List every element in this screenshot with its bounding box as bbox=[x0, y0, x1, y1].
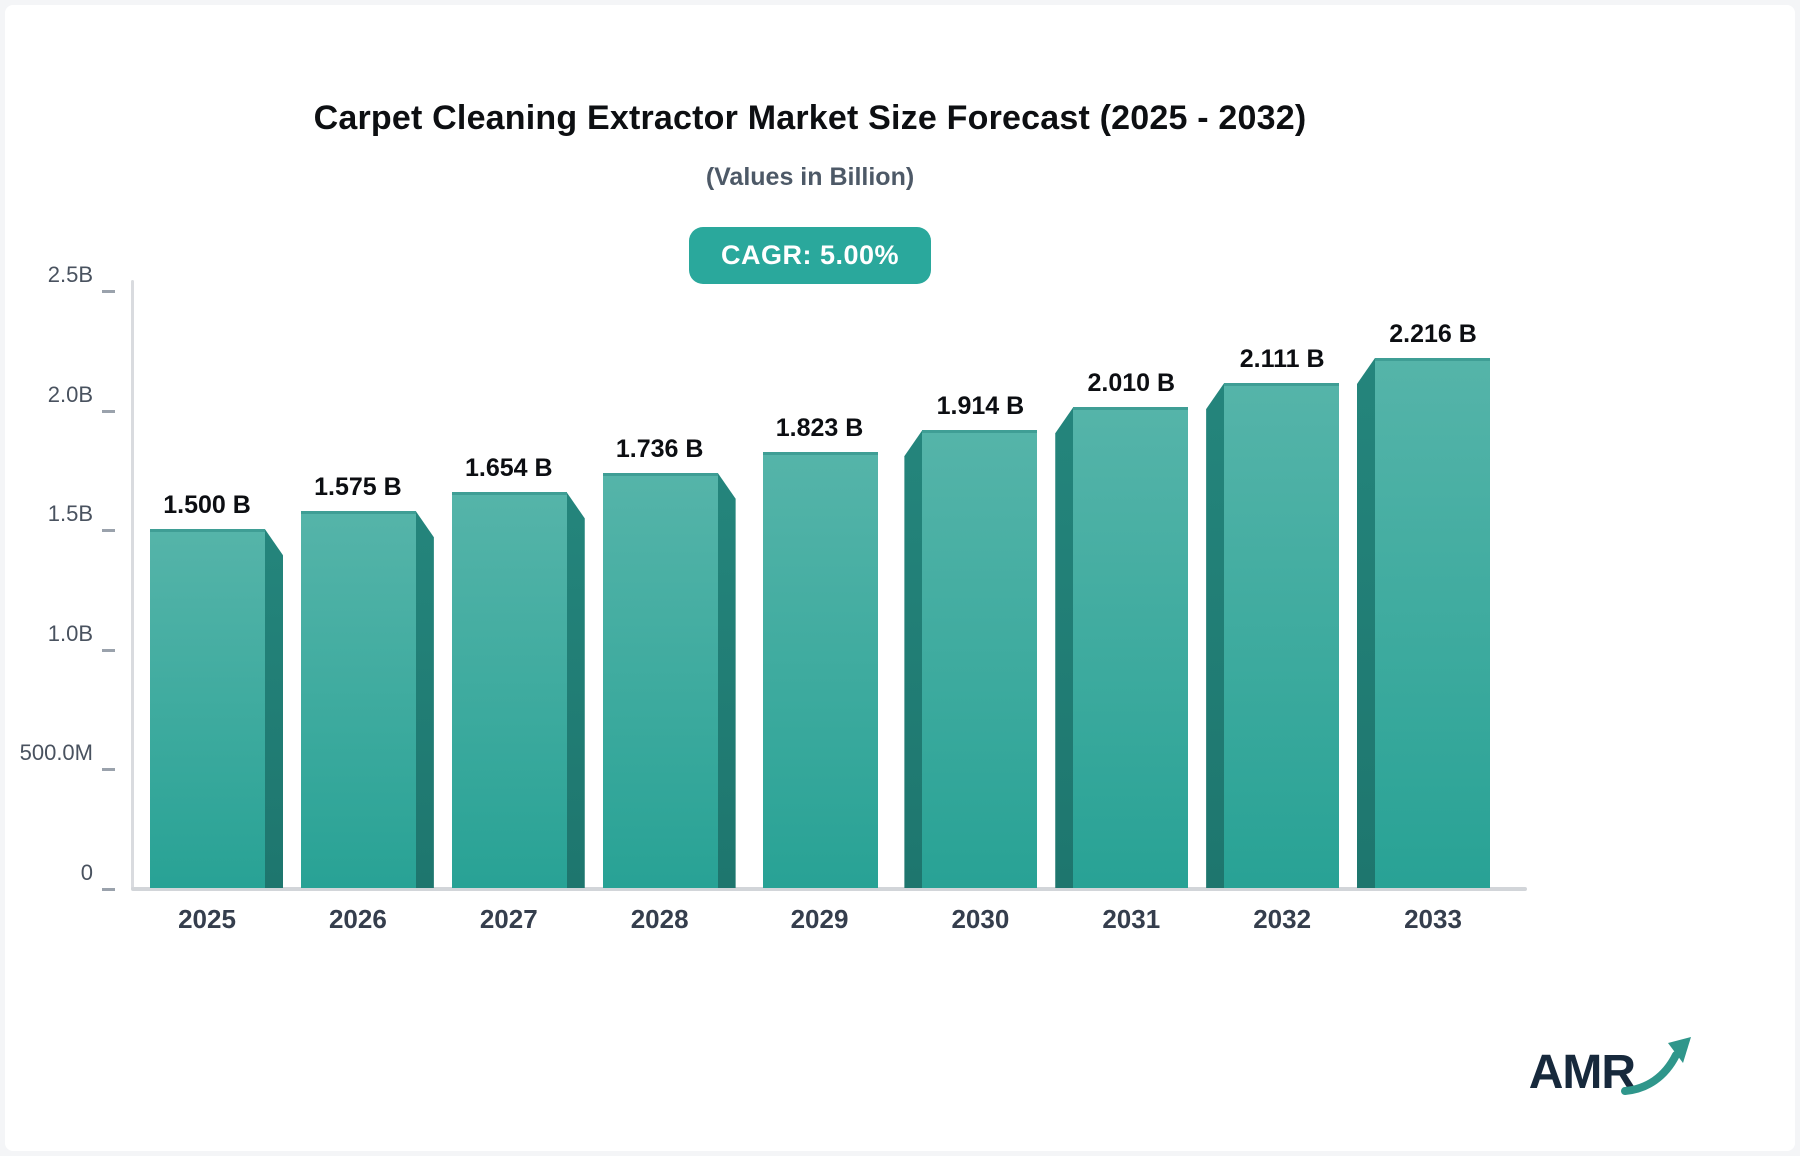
chart-title: Carpet Cleaning Extractor Market Size Fo… bbox=[313, 99, 1307, 137]
bar-group: 1.575 B 2026 bbox=[300, 473, 434, 934]
x-axis-line bbox=[131, 887, 1527, 891]
bar-value-label: 2.216 B bbox=[1389, 319, 1477, 348]
bar-side bbox=[904, 430, 923, 888]
bar-face bbox=[451, 492, 567, 888]
x-axis-label: 2030 bbox=[951, 904, 1010, 934]
bar-group: 2.010 B 2031 bbox=[1055, 369, 1189, 934]
y-tick-label: 1.5B bbox=[47, 501, 93, 527]
bar-group: 1.914 B 2030 bbox=[904, 392, 1038, 934]
bar-value-label: 2.111 B bbox=[1239, 345, 1325, 374]
x-axis-label: 2029 bbox=[790, 904, 849, 934]
bar-value-label: 1.914 B bbox=[936, 392, 1025, 421]
plot-area: 0 500.0M 1.0B 1.5B 2.0B 2.5B 1.500 B 2025 1.575… bbox=[20, 262, 1527, 934]
cagr-badge-wrap: CAGR: 5.00% bbox=[5, 227, 1615, 284]
x-axis-label: 2028 bbox=[630, 904, 689, 934]
bar-value-label: 1.823 B bbox=[775, 413, 864, 442]
bar-side bbox=[1055, 407, 1074, 888]
x-axis-label: 2027 bbox=[479, 904, 538, 934]
y-tick-label: 2.0B bbox=[47, 381, 93, 407]
y-tick-label: 2.5B bbox=[47, 262, 93, 287]
bar-group: 2.216 B 2033 bbox=[1357, 320, 1490, 934]
bar-face bbox=[1073, 407, 1189, 888]
bar-face bbox=[300, 511, 416, 888]
bar-face bbox=[762, 451, 878, 888]
bar-side bbox=[717, 472, 736, 888]
y-tick bbox=[102, 290, 115, 293]
chart-subtitle: (Values in Billion) bbox=[705, 163, 915, 191]
bar-value-label: 1.575 B bbox=[314, 473, 402, 502]
amr-logo: AMR bbox=[1529, 1033, 1693, 1097]
bar-group: 1.654 B 2027 bbox=[451, 454, 585, 934]
y-tick-label: 0 bbox=[80, 860, 93, 885]
y-axis-line bbox=[131, 280, 134, 890]
y-tick bbox=[102, 648, 115, 652]
bar-value-label: 1.654 B bbox=[464, 454, 553, 483]
x-axis-label: 2033 bbox=[1404, 904, 1462, 934]
bar-face bbox=[150, 529, 265, 888]
y-tick bbox=[102, 768, 115, 772]
bar-face bbox=[602, 472, 718, 888]
bar-value-label: 1.736 B bbox=[615, 434, 704, 463]
bar-side bbox=[265, 529, 283, 888]
bar-side bbox=[1206, 383, 1225, 888]
y-tick-label: 1.0B bbox=[47, 620, 93, 646]
bar-group: 2.111 B 2032 bbox=[1206, 345, 1340, 934]
bar-face bbox=[1375, 357, 1490, 888]
bar-group: 1.823 B 2029 bbox=[754, 414, 887, 934]
y-tick-label: 500.0M bbox=[19, 740, 93, 766]
bar-side bbox=[566, 492, 585, 888]
bar-value-label: 2.010 B bbox=[1087, 369, 1176, 398]
x-axis-label: 2032 bbox=[1253, 904, 1312, 934]
bar-face bbox=[1224, 383, 1340, 888]
bar-side bbox=[1357, 357, 1375, 888]
chart-card: Carpet Cleaning Extractor Market Size Fo… bbox=[5, 5, 1795, 1151]
amr-logo-text: AMR bbox=[1528, 1046, 1636, 1099]
bar-group: 1.500 B 2025 bbox=[150, 491, 283, 934]
x-axis-label: 2031 bbox=[1102, 904, 1161, 934]
bar-side bbox=[415, 511, 434, 888]
y-tick bbox=[102, 888, 115, 891]
bars-row: 1.500 B 2025 1.575 B 2026 1.654 B 2027 1.736 B… bbox=[150, 290, 1490, 934]
x-axis-label: 2025 bbox=[178, 904, 236, 934]
x-axis-label: 2026 bbox=[328, 904, 387, 934]
bar-value-label: 1.500 B bbox=[163, 491, 251, 520]
y-tick bbox=[102, 409, 115, 413]
bar-group: 1.736 B 2028 bbox=[602, 435, 736, 934]
y-tick bbox=[102, 529, 115, 533]
cagr-badge: CAGR: 5.00% bbox=[688, 227, 932, 284]
growth-arrow-icon bbox=[1621, 1037, 1691, 1095]
chart-column: Carpet Cleaning Extractor Market Size Fo… bbox=[5, 5, 1615, 1151]
bar-face bbox=[922, 430, 1038, 888]
